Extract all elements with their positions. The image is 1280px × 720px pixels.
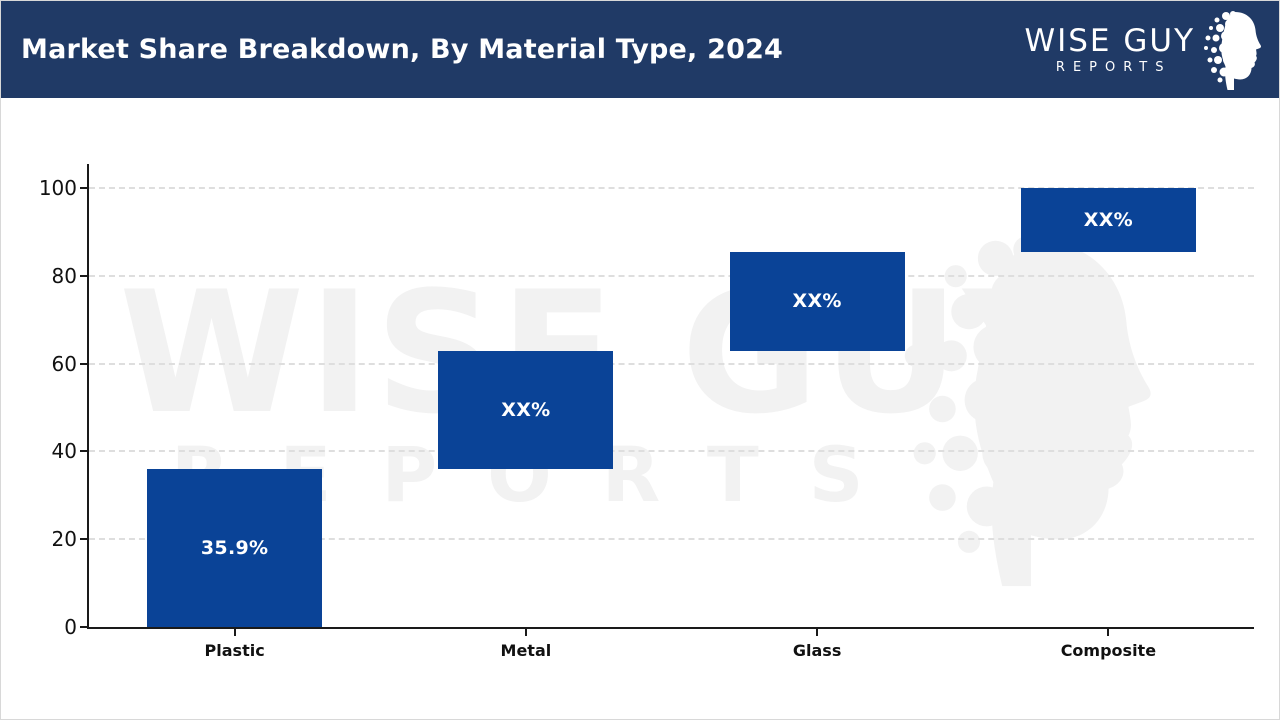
y-tick-label-20: 20 — [51, 527, 77, 552]
bar-plastic: 35.9% — [147, 469, 323, 627]
bar-composite: XX% — [1020, 188, 1196, 253]
gridline-60 — [89, 362, 1254, 365]
y-tick-60 — [80, 362, 89, 365]
y-tick-100 — [80, 187, 89, 189]
y-tick-label-40: 40 — [51, 439, 77, 464]
y-tick-20 — [80, 538, 89, 541]
bar-value-label-composite: XX% — [1083, 209, 1133, 232]
x-category-label-glass: Glass — [792, 641, 842, 660]
bar-value-label-glass: XX% — [792, 290, 842, 313]
y-tick-label-100: 100 — [38, 176, 77, 200]
brand-subname: REPORTS — [1055, 59, 1172, 75]
x-tick-plastic — [233, 629, 236, 636]
x-category-label-plastic: Plastic — [204, 641, 265, 660]
x-category-label-metal: Metal — [500, 641, 552, 660]
y-tick-label-0: 0 — [64, 615, 77, 639]
brand-name: WISE GUY — [1024, 22, 1195, 59]
brand-logo-text: WISE GUY REPORTS — [1024, 22, 1195, 75]
x-tick-glass — [816, 629, 819, 636]
bar-metal: XX% — [438, 350, 614, 470]
bar-glass: XX% — [729, 252, 905, 351]
gridline-40 — [89, 450, 1254, 453]
y-axis-spine — [87, 164, 89, 629]
x-category-label-composite: Composite — [1060, 641, 1157, 660]
header-band: Market Share Breakdown, By Material Type… — [1, 1, 1279, 98]
bar-value-label-metal: XX% — [501, 399, 551, 422]
gridline-20 — [89, 538, 1254, 541]
chart-title: Market Share Breakdown, By Material Type… — [21, 34, 784, 65]
y-tick-label-80: 80 — [51, 263, 77, 288]
x-tick-composite — [1107, 629, 1110, 636]
gridline-100 — [89, 187, 1254, 189]
gridline-80 — [89, 274, 1254, 277]
brand-logo: WISE GUY REPORTS — [1024, 8, 1267, 92]
y-tick-40 — [80, 450, 89, 453]
y-tick-0 — [80, 626, 89, 628]
bar-value-label-plastic: 35.9% — [200, 537, 269, 560]
y-tick-label-60: 60 — [51, 351, 77, 376]
y-tick-80 — [80, 274, 89, 277]
x-axis-spine — [87, 627, 1254, 629]
x-tick-metal — [524, 629, 527, 636]
